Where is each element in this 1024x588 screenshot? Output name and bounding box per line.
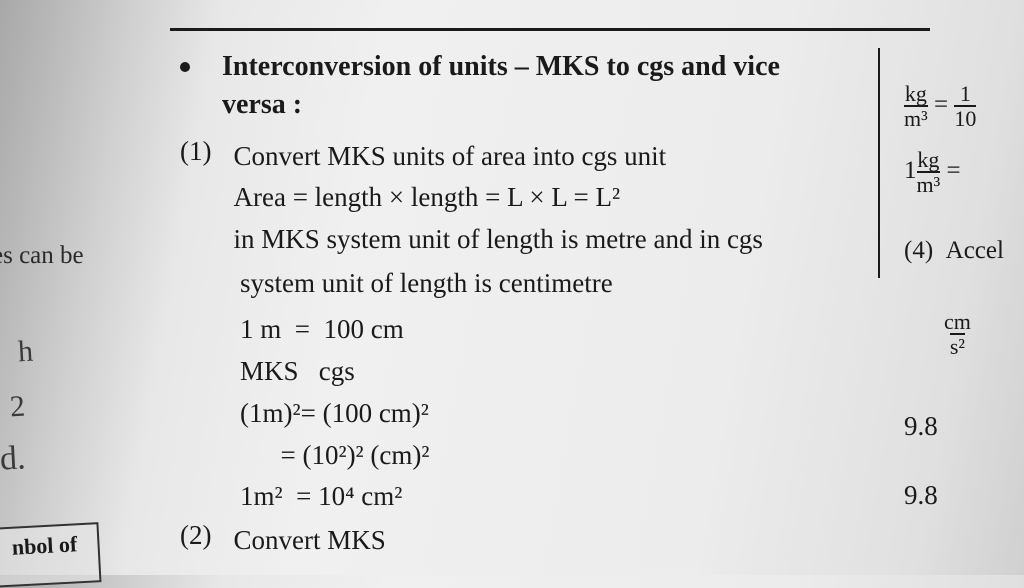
frac-den: s²: [950, 333, 965, 358]
eq-row-5: 1m² = 10⁴ cm²: [240, 476, 880, 518]
bullet-icon: [180, 62, 190, 72]
eq-row-3: (1m)²= (100 cm)²: [240, 393, 880, 435]
main-column: Interconversion of units – MKS to cgs an…: [180, 48, 880, 562]
item-1-line4: system unit of length is centimetre: [240, 263, 880, 305]
heading-line2: versa :: [222, 89, 302, 120]
eq-r5-eq: =: [296, 481, 311, 511]
item-2-text: Convert MKS: [233, 520, 385, 562]
fraction-cm-s2: cm s²: [944, 310, 971, 358]
frac-den: m³: [904, 105, 928, 130]
fraction-kg-m3-b: kg m³: [917, 148, 941, 196]
eq-row-4: = (10²)² (cm)²: [240, 435, 880, 477]
eq-r4-eq: =: [281, 440, 296, 470]
right-item-4: (4) Accel: [904, 232, 1024, 270]
eq-row-1: 1 m = 100 cm: [240, 309, 880, 351]
right-eq-2: 1 kg m³ =: [904, 148, 1024, 196]
handwriting-2: 2: [9, 390, 26, 425]
eq-r2-left: MKS: [240, 356, 299, 386]
eq-row-2: MKS cgs: [240, 351, 880, 393]
frac-den: 10: [954, 105, 976, 130]
right-eq2-pre: 1: [904, 157, 917, 184]
item-1-line1: Convert MKS units of area into cgs unit: [233, 141, 666, 171]
equation-block: 1 m = 100 cm MKS cgs (1m)²= (100 cm)² = …: [240, 309, 880, 518]
item-2-number: (2): [180, 520, 211, 551]
right-eq2-sign: =: [940, 157, 960, 184]
handwriting-1: h: [17, 335, 34, 370]
item-1-line3: in MKS system unit of length is metre an…: [233, 224, 762, 254]
frac-num: 1: [960, 82, 971, 105]
left-margin-text: es can be: [0, 242, 84, 270]
eq-r3-right: (100 cm)²: [323, 398, 429, 428]
eq-r3-eq: =: [301, 398, 316, 428]
right-val-1: 9.8: [904, 406, 1024, 447]
item-2: (2) Convert MKS: [180, 520, 880, 562]
fraction-1-10: 1 10: [954, 82, 976, 130]
heading-row: Interconversion of units – MKS to cgs an…: [180, 48, 880, 124]
eq-r3-left: (1m)²: [240, 398, 301, 428]
frac-num: cm: [944, 310, 971, 333]
item-1-number: (1): [180, 136, 211, 167]
right-item4-num: (4): [904, 237, 933, 264]
right-frac-cm-s2: cm s²: [944, 310, 1024, 358]
right-item4-text: Accel: [946, 237, 1004, 264]
corner-box: nbol of: [0, 522, 101, 588]
right-column: kg m³ = 1 10 1 kg m³ = (4) Accel cm s² 9…: [904, 82, 1024, 515]
item-1: (1) Convert MKS units of area into cgs u…: [180, 136, 880, 262]
eq-r5-left: 1m²: [240, 481, 283, 511]
right-eq1-sign: =: [928, 91, 955, 118]
handwriting-3: d.: [0, 439, 26, 478]
eq-r1-left: 1 m: [240, 314, 281, 344]
page: Interconversion of units – MKS to cgs an…: [0, 0, 1024, 575]
eq-r4-right: (10²)² (cm)²: [302, 440, 429, 470]
right-eq-1: kg m³ = 1 10: [904, 82, 1024, 130]
eq-r1-eq: =: [295, 314, 310, 344]
frac-num: kg: [905, 82, 927, 105]
horizontal-rule: [170, 28, 930, 31]
heading-text: Interconversion of units – MKS to cgs an…: [222, 48, 780, 124]
eq-r1-right: 100 cm: [324, 314, 404, 344]
fraction-kg-m3: kg m³: [904, 82, 928, 130]
eq-r5-right: 10⁴ cm²: [318, 481, 402, 511]
item-1-line2: Area = length × length = L × L = L²: [233, 182, 620, 212]
item-1-body: Convert MKS units of area into cgs unit …: [233, 136, 762, 262]
frac-num: kg: [917, 148, 939, 171]
heading-line1: Interconversion of units – MKS to cgs an…: [222, 51, 780, 82]
corner-box-text: nbol of: [11, 531, 78, 560]
frac-den: m³: [917, 171, 941, 196]
right-val-2: 9.8: [904, 475, 1024, 516]
eq-r2-right: cgs: [319, 356, 355, 386]
